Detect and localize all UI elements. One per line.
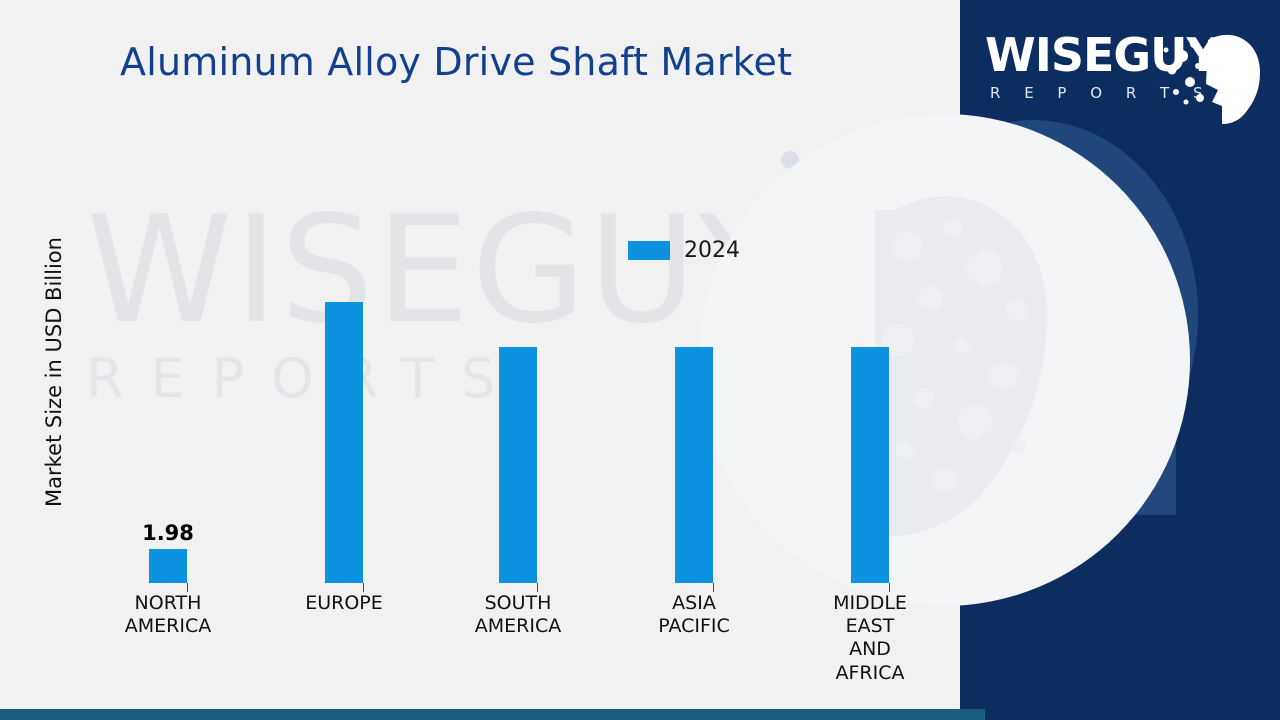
plot-area: 1.98 NORTH AMERICA EUROPE SOUTH AMERICA ASIA PA… — [124, 302, 907, 684]
brand-logo: WISEGUY R E P O R T S — [985, 28, 1265, 124]
page-title: Aluminum Alloy Drive Shaft Market — [120, 40, 793, 84]
bar-asia-pacific[interactable] — [675, 347, 713, 583]
axis-tick — [187, 583, 188, 592]
axis-tick — [713, 583, 714, 592]
category-label: SOUTH AMERICA — [474, 592, 562, 638]
bar-north-america[interactable] — [149, 549, 187, 583]
axis-tick — [537, 583, 538, 592]
head-silhouette-watermark — [835, 150, 1085, 550]
hero-circle — [698, 114, 1190, 606]
category-label: ASIA PACIFIC — [658, 592, 730, 638]
legend-label-2024: 2024 — [684, 238, 740, 263]
axis-tick — [363, 583, 364, 592]
bar-value-label: 1.98 — [142, 521, 194, 545]
axis-tick — [889, 583, 890, 592]
bar-south-america[interactable] — [499, 347, 537, 583]
bar-europe[interactable] — [325, 302, 363, 583]
footer-strip — [0, 709, 985, 720]
category-label: MIDDLE EAST AND AFRICA — [833, 592, 907, 684]
category-label: EUROPE — [305, 592, 383, 614]
legend-swatch-2024 — [628, 241, 670, 260]
logo-tagline: R E P O R T S — [990, 84, 1212, 102]
category-label: NORTH AMERICA — [124, 592, 212, 638]
bar-middle-east-and-africa[interactable] — [851, 347, 889, 583]
logo-head-icon — [1160, 26, 1272, 130]
chart-legend: 2024 — [628, 238, 740, 263]
